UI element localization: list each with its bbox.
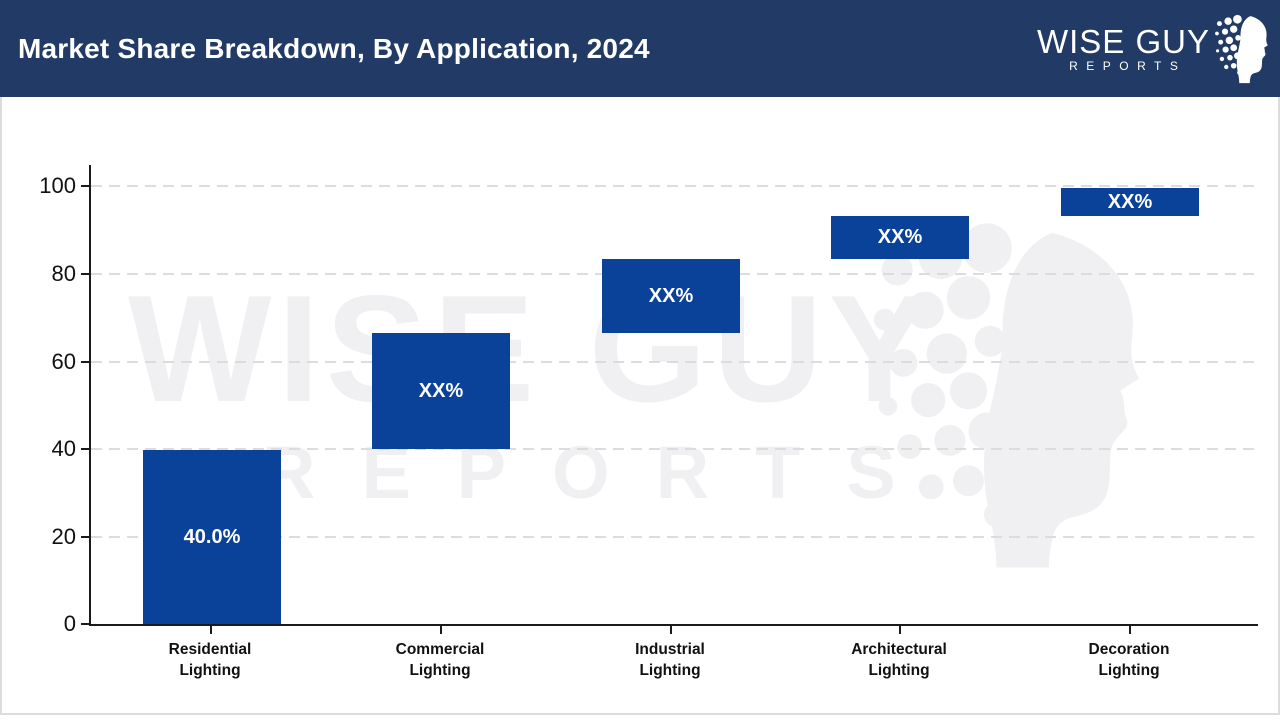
x-tick bbox=[899, 626, 901, 634]
y-tick bbox=[81, 185, 90, 187]
bar-decoration-lighting: XX% bbox=[1061, 188, 1199, 216]
watermark-reports-text: REPORTS bbox=[262, 431, 942, 514]
gridline-100 bbox=[91, 185, 1258, 187]
bar-value-label: XX% bbox=[877, 226, 923, 248]
gridline-20 bbox=[91, 536, 1258, 538]
x-label-residential: Residential Lighting bbox=[168, 641, 252, 679]
x-label-industrial: Industrial Lighting bbox=[635, 641, 705, 679]
header-bar: Market Share Breakdown, By Application, … bbox=[0, 0, 1280, 97]
bar-industrial-lighting: XX% bbox=[602, 259, 740, 333]
y-tick-label-100: 100 bbox=[39, 173, 76, 198]
bar-commercial-lighting: XX% bbox=[372, 333, 510, 449]
x-axis-line bbox=[89, 624, 1258, 626]
x-tick bbox=[670, 626, 672, 634]
bar-value-label: XX% bbox=[1107, 190, 1153, 213]
gridline-40 bbox=[91, 448, 1258, 450]
y-tick bbox=[81, 623, 90, 625]
wiseguy-face-icon bbox=[1215, 14, 1268, 84]
y-tick bbox=[81, 536, 90, 538]
logo-text: WISE GUY REPORTS bbox=[1036, 23, 1210, 74]
bar-value-label: XX% bbox=[418, 379, 464, 402]
y-tick-label-20: 20 bbox=[51, 524, 76, 549]
y-tick bbox=[81, 448, 90, 450]
x-label-architectural: Architectural Lighting bbox=[851, 641, 947, 679]
gridline-60 bbox=[91, 361, 1258, 363]
y-tick bbox=[81, 273, 90, 275]
y-tick-label-0: 0 bbox=[63, 611, 76, 636]
bar-value-label: XX% bbox=[648, 284, 694, 307]
page-title: Market Share Breakdown, By Application, … bbox=[18, 32, 650, 64]
y-tick-label-40: 40 bbox=[51, 436, 76, 461]
y-tick bbox=[81, 361, 90, 363]
x-label-decoration: Decoration Lighting bbox=[1088, 641, 1170, 679]
x-tick bbox=[440, 626, 442, 634]
y-tick-label-80: 80 bbox=[51, 261, 76, 286]
y-tick-label-60: 60 bbox=[51, 349, 76, 374]
logo-reports-label: REPORTS bbox=[1069, 59, 1187, 73]
bar-architectural-lighting: XX% bbox=[831, 216, 969, 259]
y-axis-line bbox=[89, 165, 91, 626]
x-tick bbox=[210, 626, 212, 634]
watermark-wiseguy-text: WISE GUY bbox=[128, 264, 937, 434]
logo-wiseguy-label: WISE GUY bbox=[1036, 23, 1210, 60]
bar-value-label: 40.0% bbox=[183, 525, 241, 548]
wiseguy-logo: WISE GUY REPORTS bbox=[1014, 4, 1274, 94]
x-tick bbox=[1129, 626, 1131, 634]
bar-residential-lighting: 40.0% bbox=[143, 450, 281, 624]
x-label-commercial: Commercial Lighting bbox=[395, 641, 485, 679]
